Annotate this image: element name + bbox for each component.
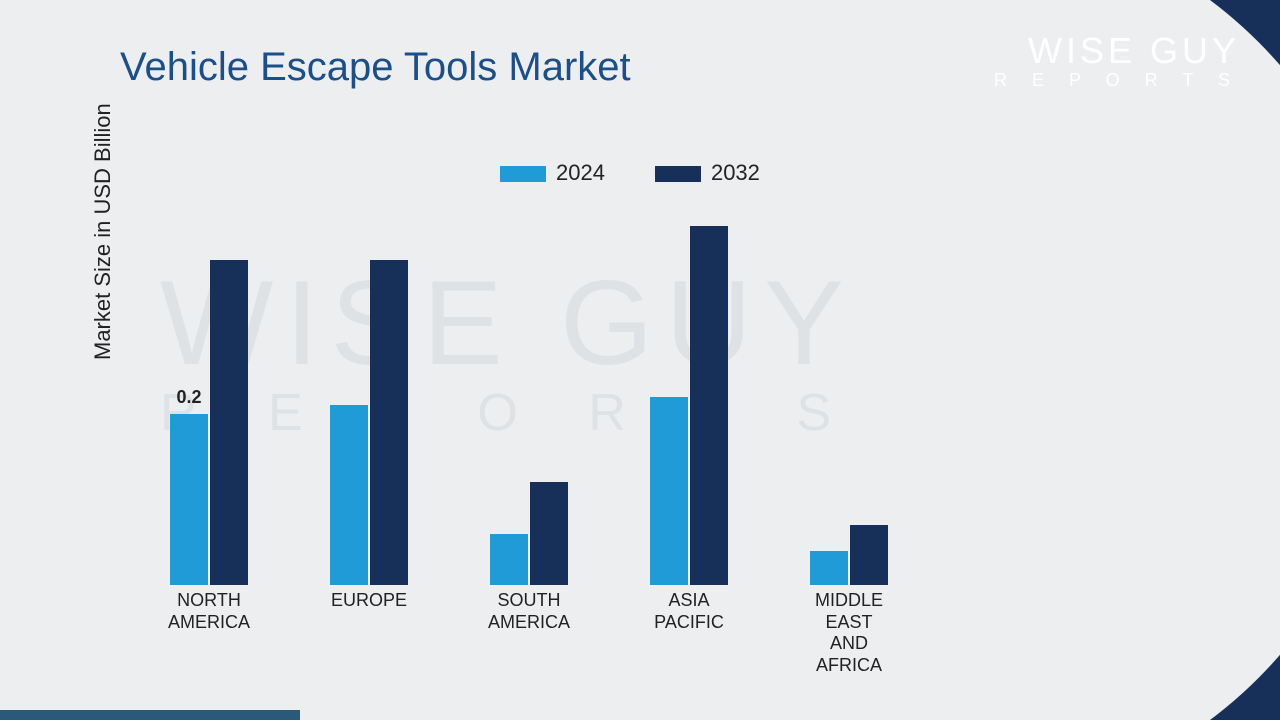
bar — [850, 525, 888, 585]
chart-area: 20242032 Market Size in USD Billion 0.2 … — [60, 160, 960, 700]
bar — [330, 405, 368, 585]
x-label: EUROPE — [304, 590, 434, 612]
y-axis-label: Market Size in USD Billion — [90, 103, 116, 360]
legend-swatch — [655, 166, 701, 182]
bar — [690, 226, 728, 585]
x-label: NORTHAMERICA — [144, 590, 274, 633]
legend-item: 2032 — [655, 160, 760, 186]
bar — [530, 482, 568, 585]
x-label: SOUTHAMERICA — [464, 590, 594, 633]
legend-label: 2032 — [711, 160, 760, 185]
stage: WISE GUY R E P O R T S Vehicle Escape To… — [0, 0, 1280, 720]
bar — [370, 260, 408, 585]
brand-line2: R E P O R T S — [994, 70, 1240, 91]
x-label: MIDDLEEASTANDAFRICA — [784, 590, 914, 676]
bar — [170, 414, 208, 585]
brand-line1: WISE GUY — [994, 30, 1240, 72]
legend: 2024 2032 — [500, 160, 760, 186]
bar — [650, 397, 688, 585]
chart-title: Vehicle Escape Tools Market — [120, 45, 631, 90]
bar — [210, 260, 248, 585]
legend-swatch — [500, 166, 546, 182]
value-label: 0.2 — [176, 387, 201, 408]
bottom-accent — [0, 710, 300, 720]
bar — [810, 551, 848, 585]
x-label: ASIAPACIFIC — [624, 590, 754, 633]
legend-label: 2024 — [556, 160, 605, 185]
brand-logo: WISE GUY R E P O R T S — [994, 30, 1240, 91]
plot-area: 0.2 — [130, 200, 930, 585]
legend-item: 2024 — [500, 160, 605, 186]
bar — [490, 534, 528, 585]
